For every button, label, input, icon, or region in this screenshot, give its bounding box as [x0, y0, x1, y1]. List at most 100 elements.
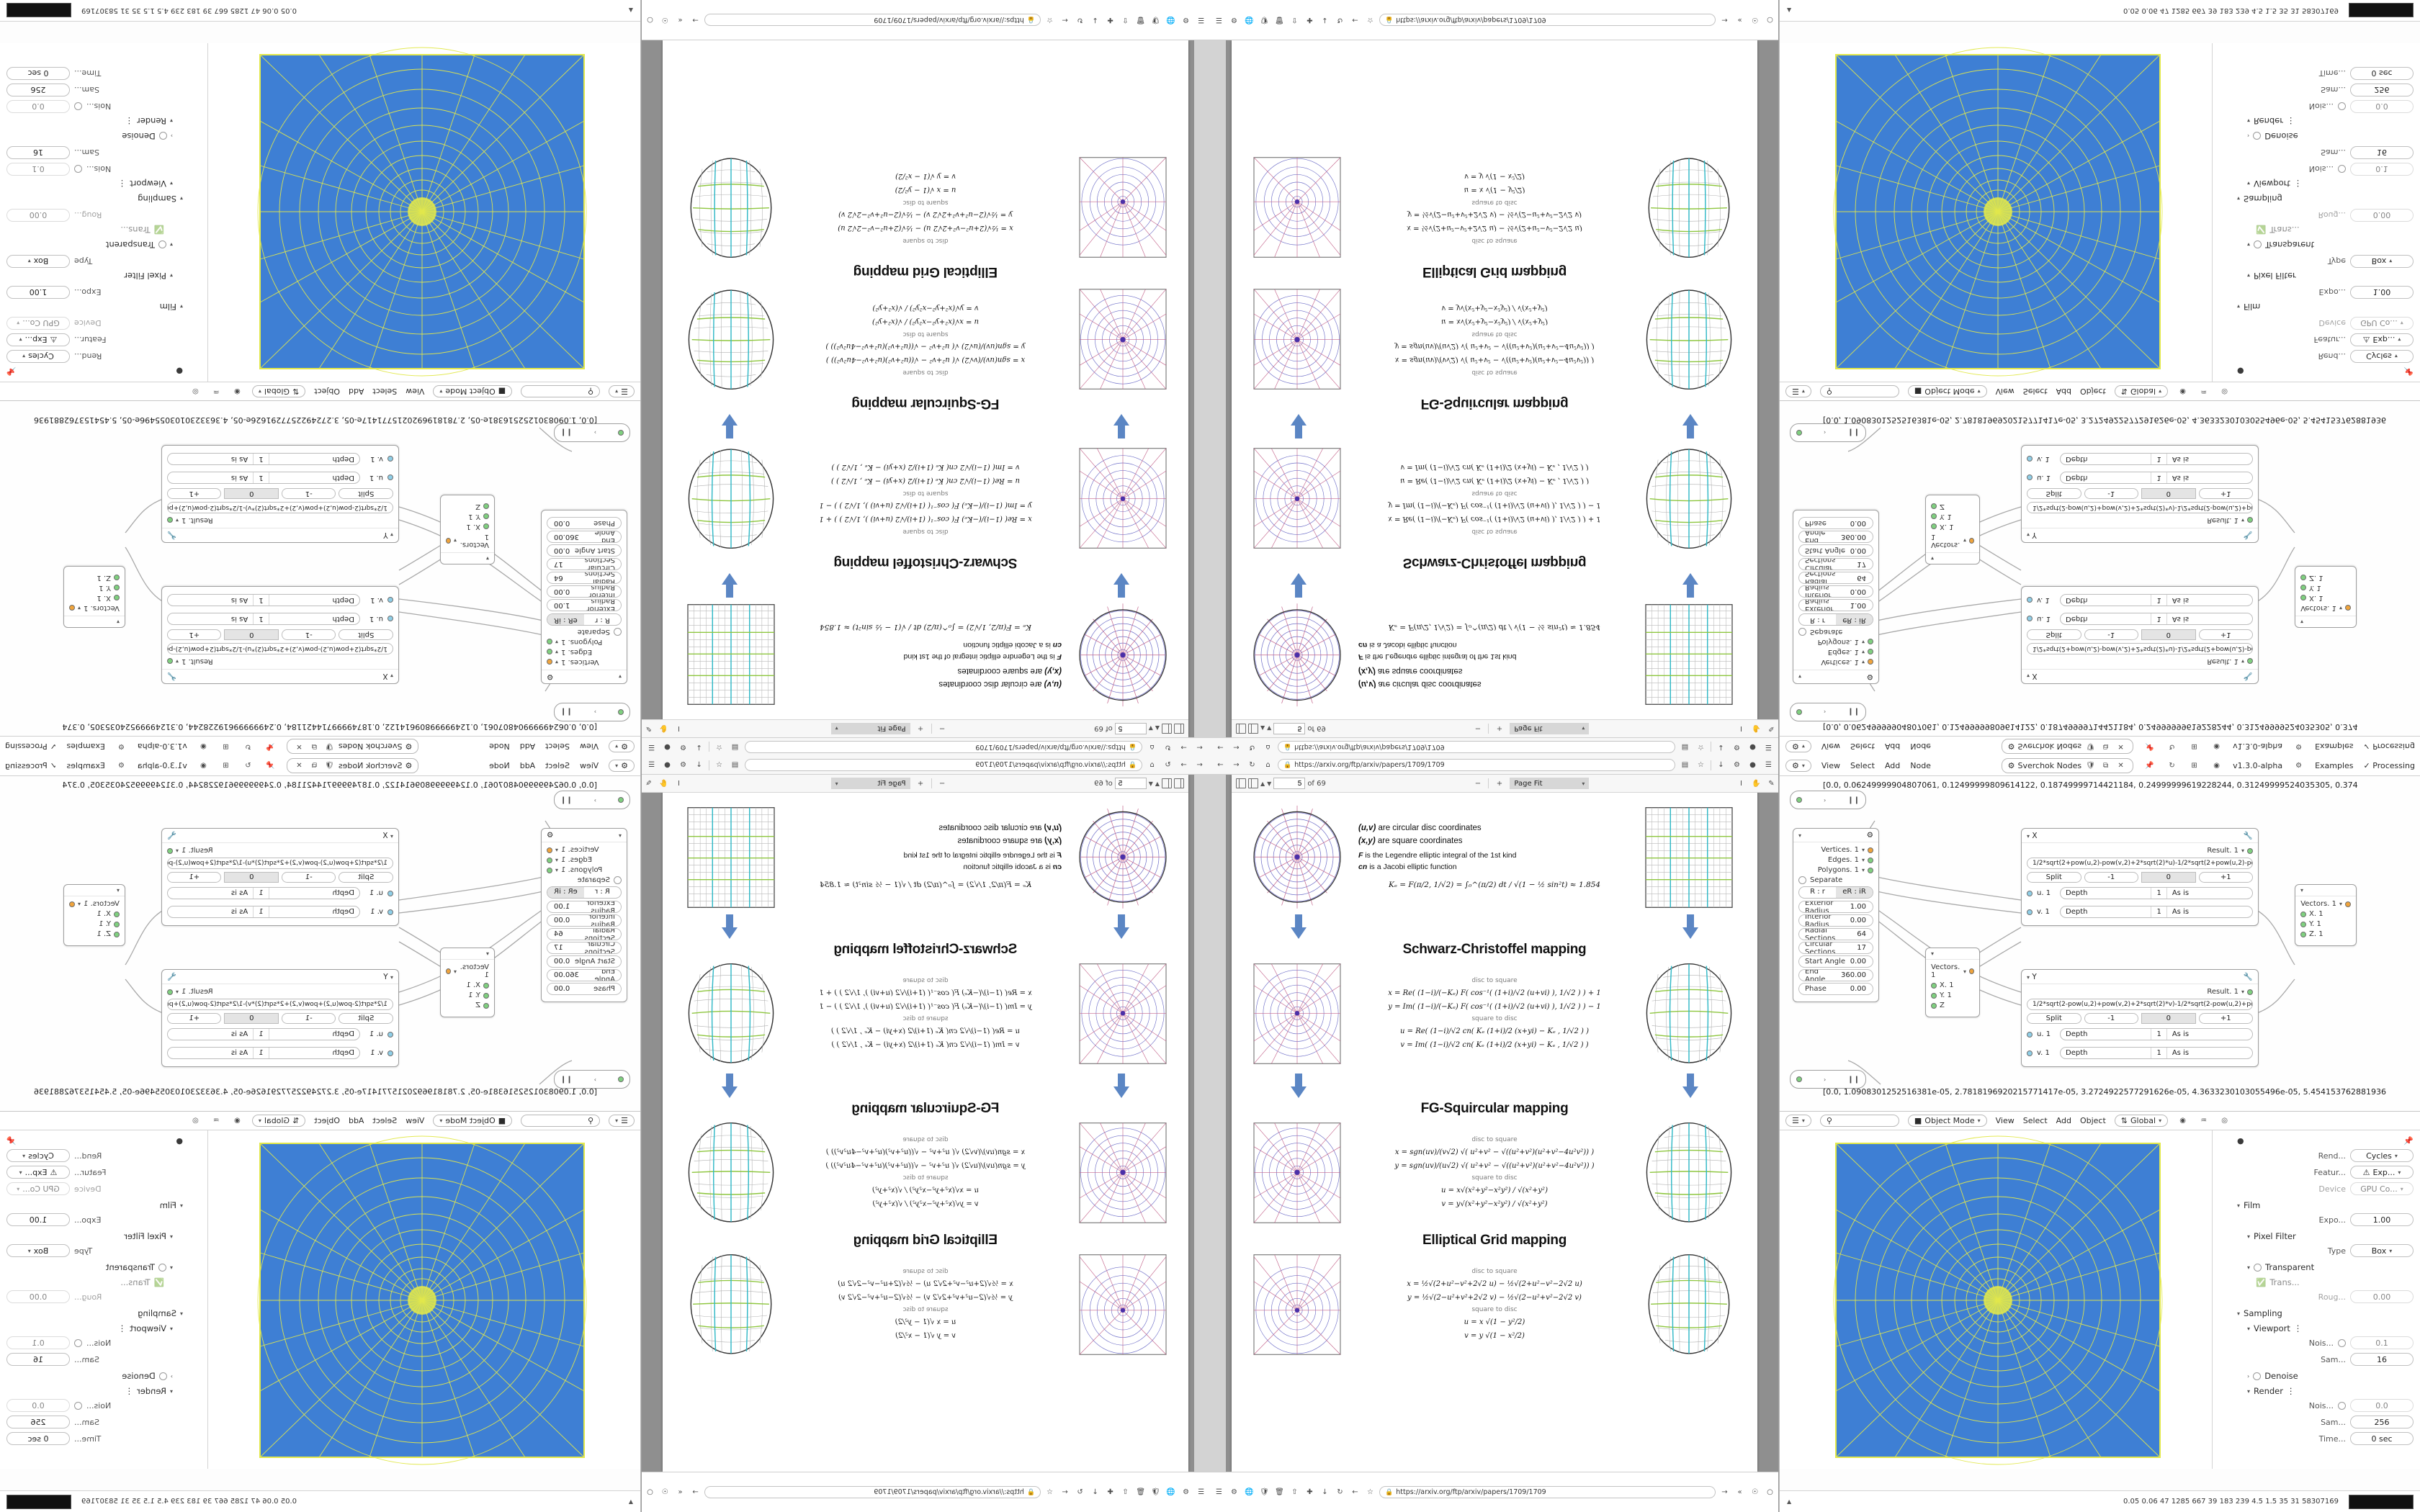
socket-u[interactable] — [2027, 890, 2033, 896]
socket-x[interactable] — [1931, 523, 1937, 530]
zoom-out-button[interactable]: − — [1474, 779, 1482, 788]
checkbox-icon[interactable] — [2338, 102, 2346, 111]
film-section-header[interactable]: ▾ Film — [2237, 1200, 2414, 1210]
pin-icon[interactable]: 📌 — [2403, 1136, 2414, 1146]
address-bar[interactable]: 🔒 https://arxiv.org/ftp/arxiv/papers/170… — [745, 759, 1142, 771]
text-cursor-icon[interactable]: I — [678, 779, 680, 788]
address-bar-bottom[interactable]: 🔒 https://arxiv.org/ftp/arxiv/papers/170… — [704, 1486, 1041, 1498]
separate-checkbox[interactable]: Separate — [1798, 628, 1873, 636]
download-icon[interactable]: ↓ — [696, 761, 702, 769]
prop-exterior-radius[interactable]: Exterior Radius 1.00 — [1798, 901, 1873, 913]
node-input[interactable]: X. 1 — [1931, 523, 1974, 531]
upload-icon[interactable]: ⇧ — [1291, 1488, 1298, 1496]
page-number-input[interactable] — [1273, 723, 1306, 734]
chevron-down-icon[interactable]: ▾ — [2339, 901, 2342, 907]
node-input[interactable]: Z — [1931, 503, 1974, 510]
render-samples-field[interactable]: 256 — [2350, 84, 2414, 96]
editor-type-selector[interactable]: ⚙ ▾ — [1785, 740, 1811, 752]
pixel-filter-header[interactable]: ▾ Pixel Filter — [6, 1231, 183, 1241]
chevron-down-icon[interactable]: ▾ — [390, 672, 393, 680]
pdf-document-area[interactable]: ▲ ▼ of 69 − + Page Fit ▾ — [1210, 775, 1778, 1472]
chevron-down-icon[interactable]: ▾ — [1963, 968, 1967, 975]
zoom-level-select[interactable]: Page Fit ▾ — [1510, 778, 1590, 789]
prop-exterior-radius[interactable]: Exterior Radius 1.00 — [547, 599, 622, 611]
render-samples-row[interactable]: Sam... 256 — [6, 1416, 183, 1428]
socket-polygons[interactable] — [1868, 867, 1873, 873]
hamburger-menu-icon[interactable]: ☰ — [1198, 16, 1204, 24]
chevron-up-icon[interactable]: ▲ — [628, 7, 633, 14]
viewport-samples-field[interactable]: 16 — [6, 146, 70, 159]
feature-set-row[interactable]: Featur... ⚠ Exp... ▾ — [6, 333, 183, 346]
node-header[interactable]: ▾ — [441, 552, 494, 564]
prop-interior-radius[interactable]: Interior Radius 0.00 — [547, 914, 622, 927]
menu-select[interactable]: Select — [2022, 1116, 2048, 1125]
wrench-icon[interactable]: 🔧 — [2243, 531, 2253, 539]
socket-z[interactable] — [483, 503, 489, 510]
node-output[interactable]: Result. 1 ▾ — [167, 516, 393, 524]
render-engine-select[interactable]: Cycles ▾ — [2350, 1149, 2414, 1162]
render-engine-select[interactable]: Cycles ▾ — [2350, 350, 2414, 363]
node-viewer-top[interactable]: › ❙❙ — [1790, 703, 1866, 721]
node-output[interactable]: Edges. 1 ▾ — [547, 856, 622, 864]
node-header[interactable]: ▾ Y 🔧 — [162, 970, 398, 984]
node-input[interactable]: Y. 1 — [446, 513, 489, 521]
processing-toggle[interactable]: ✓ Processing — [2364, 761, 2415, 770]
node-output[interactable]: Edges. 1 ▾ — [1798, 856, 1873, 864]
hamburger-menu-icon[interactable]: ☰ — [1765, 761, 1772, 769]
chevron-down-icon[interactable]: ▾ — [555, 847, 559, 853]
chevron-up-icon[interactable]: ▲ — [1787, 1498, 1792, 1505]
overlay-icon[interactable]: ◎ — [2221, 387, 2228, 395]
chevron-down-icon[interactable]: ▾ — [453, 968, 457, 975]
magnet-icon[interactable]: ♒ — [212, 1117, 220, 1125]
node-input[interactable]: Y. 1 — [2300, 920, 2351, 928]
node-header[interactable]: ▾ — [1926, 948, 1979, 960]
chevron-down-icon[interactable]: ▾ — [2241, 658, 2244, 665]
separate-checkbox[interactable]: Separate — [547, 628, 622, 636]
render-engine-row[interactable]: Rend... Cycles ▾ — [2237, 350, 2414, 363]
preset-menu-icon[interactable]: ⋮ — [117, 179, 127, 189]
transform-orientation-select[interactable]: ⇅ Global ▾ — [251, 385, 306, 397]
prop-start-angle[interactable]: Start Angle 0.00 — [547, 955, 622, 968]
refresh-icon[interactable]: ↻ — [2169, 762, 2175, 770]
node-output[interactable]: Vectors. 1 ▾ — [446, 533, 489, 549]
node-output[interactable]: Result. 1 ▾ — [167, 847, 393, 855]
preset-menu-icon[interactable]: ⋮ — [125, 116, 134, 126]
prop-end-angle[interactable]: End Angle 360.00 — [1798, 531, 1873, 543]
exposure-field[interactable]: 1.00 — [6, 1213, 70, 1226]
filter-type-select[interactable]: Box ▾ — [2350, 255, 2414, 268]
chevron-down-icon[interactable]: ▾ — [78, 901, 81, 907]
segment-plus1[interactable]: +1 — [2198, 488, 2253, 499]
socket-u[interactable] — [387, 890, 393, 896]
depth-control-u[interactable]: Depth 1 As is — [167, 1028, 360, 1040]
node-header[interactable]: ▾ — [2295, 885, 2356, 896]
checkbox-icon[interactable] — [74, 1338, 82, 1347]
page-number-input[interactable] — [1273, 778, 1306, 789]
shield-icon[interactable]: 🛡 — [325, 742, 334, 750]
depth-control-v[interactable]: Depth 1 As is — [2060, 594, 2253, 606]
sampling-viewport-header[interactable]: ▾ Viewport ⋮ — [2237, 1323, 2414, 1333]
menu-object[interactable]: Object — [314, 1116, 341, 1125]
zoom-level-select[interactable]: Page Fit ▾ — [830, 723, 910, 734]
feature-set-select[interactable]: ⚠ Exp... ▾ — [6, 1166, 70, 1179]
snap-icon[interactable]: ⊞ — [223, 742, 229, 750]
chevron-down-icon[interactable]: ▾ — [1861, 867, 1865, 873]
star-icon[interactable]: ☆ — [1698, 743, 1704, 751]
back-arrow-icon[interactable]: ← — [1217, 743, 1224, 751]
account-icon[interactable]: ○ — [1767, 16, 1773, 24]
duplicate-icon[interactable]: ⧉ — [311, 762, 317, 770]
upload-icon[interactable]: ⇧ — [1291, 16, 1298, 24]
interaction-mode-select[interactable]: ■ Object Mode ▾ — [433, 385, 513, 397]
account-icon[interactable]: ○ — [647, 16, 653, 24]
separate-checkbox[interactable]: Separate — [547, 876, 622, 884]
toggle-rr[interactable]: R : r — [595, 616, 610, 624]
render-time-row[interactable]: Time... 0 sec — [6, 1432, 183, 1445]
pencil-draw-icon[interactable]: ✎ — [645, 779, 652, 788]
prop-phase[interactable]: Phase 0.00 — [1798, 517, 1873, 529]
socket-vertices[interactable] — [1868, 847, 1873, 853]
menu-view[interactable]: View — [405, 1116, 425, 1125]
node-input[interactable]: Z — [1931, 1002, 1974, 1009]
star-icon[interactable]: ☆ — [1367, 16, 1373, 24]
node-output[interactable]: Vectors. 1 ▾ — [1931, 533, 1974, 549]
checkbox-icon[interactable] — [2253, 132, 2262, 140]
socket-u[interactable] — [2027, 1031, 2033, 1038]
